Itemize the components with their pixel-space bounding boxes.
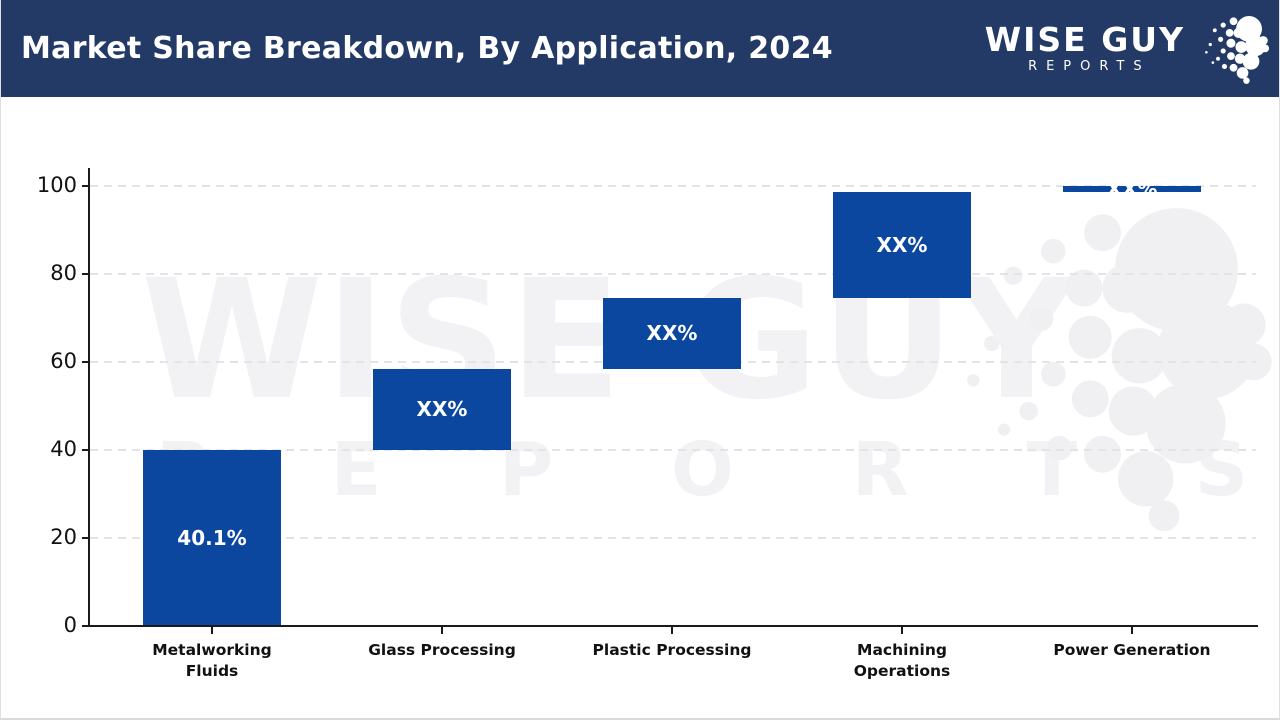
y-tick-label: 20 [50, 525, 77, 549]
y-tick-label: 80 [50, 261, 77, 285]
y-tick-label: 0 [63, 613, 77, 637]
y-axis-line [88, 168, 90, 627]
bar-0 [143, 449, 281, 626]
x-tick-0 [211, 627, 213, 634]
y-tick-60 [82, 361, 89, 363]
bar-label-0: 40.1% [177, 525, 247, 550]
x-tick-1 [441, 627, 443, 634]
bar-4 [1063, 186, 1201, 193]
app-header: Market Share Breakdown, By Application, … [1, 0, 1279, 97]
bar-1 [373, 368, 511, 450]
bar-label-4: XX% [1106, 177, 1158, 202]
x-tick-label-2: Plastic Processing [592, 641, 752, 659]
gridline-40 [90, 449, 1256, 451]
wiseguy-logo: WISE GUY REPORTS [985, 0, 1271, 97]
bar-label-3: XX% [876, 233, 928, 258]
gridline-20 [90, 537, 1256, 539]
x-tick-3 [901, 627, 903, 634]
bar-2 [603, 298, 741, 369]
bar-label-2: XX% [646, 321, 698, 346]
y-tick-80 [82, 273, 89, 275]
y-tick-100 [82, 185, 89, 187]
x-axis-line [88, 625, 1258, 627]
bar-3 [833, 192, 971, 299]
y-tick-label: 60 [50, 349, 77, 373]
logo-face-dots-icon [1187, 9, 1271, 89]
logo-reports-text: REPORTS [1028, 59, 1151, 74]
gridline-100 [90, 185, 1256, 187]
x-tick-label-3: Machining Operations [853, 641, 951, 680]
page-title: Market Share Breakdown, By Application, … [21, 31, 833, 66]
x-tick-label-0: Metalworking Fluids [152, 641, 272, 680]
gridline-80 [90, 273, 1256, 275]
y-tick-40 [82, 449, 89, 451]
y-tick-20 [82, 537, 89, 539]
logo-wise-guy-text: WISE GUY [984, 20, 1185, 59]
x-tick-2 [671, 627, 673, 634]
bar-label-1: XX% [416, 397, 468, 422]
x-tick-4 [1131, 627, 1133, 634]
x-tick-label-4: Power Generation [1053, 641, 1211, 659]
x-tick-label-1: Glass Processing [368, 641, 516, 659]
logo-text: WISE GUY REPORTS [984, 20, 1185, 75]
y-tick-label: 40 [50, 437, 77, 461]
y-tick-label: 100 [36, 173, 77, 197]
y-tick-0 [82, 625, 89, 627]
